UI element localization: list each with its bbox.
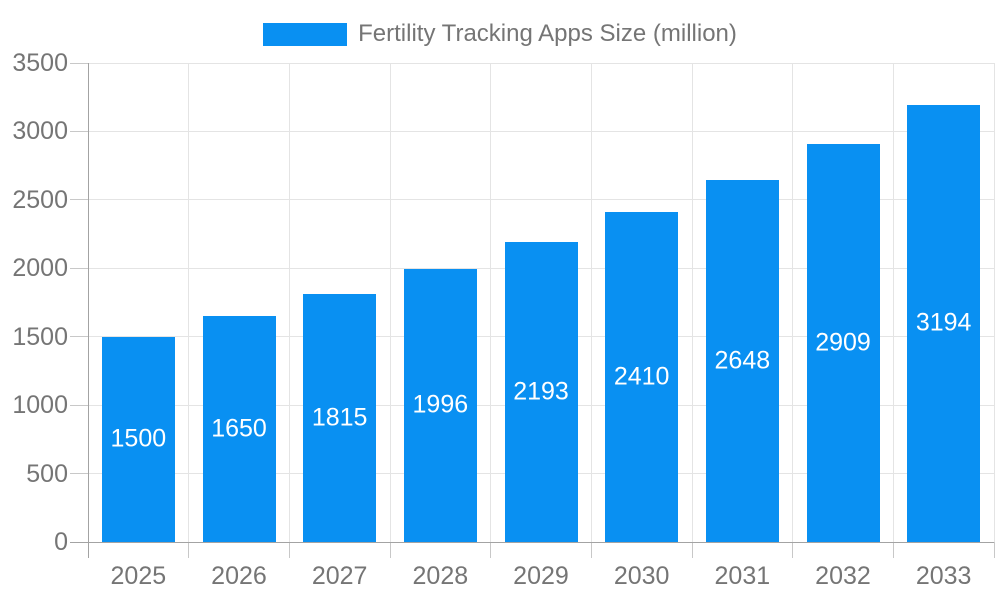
v-gridline: [389, 63, 391, 542]
x-tick-label: 2026: [211, 562, 267, 590]
bar-value-label: 1996: [412, 390, 469, 419]
y-tick-label: 1000: [12, 391, 68, 420]
x-axis-tick: [590, 542, 592, 558]
bar-2029[interactable]: 2193: [504, 241, 578, 542]
v-gridline: [490, 63, 492, 542]
h-gridline: [88, 62, 994, 64]
y-axis-tick: [70, 336, 88, 338]
x-tick-label: 2030: [613, 562, 670, 590]
bar-value-label: 3194: [915, 308, 972, 337]
x-tick-label: 2028: [412, 562, 469, 590]
x-axis-tick: [792, 542, 794, 558]
y-axis-tick: [70, 473, 88, 475]
x-axis-tick: [993, 542, 995, 558]
v-gridline: [288, 63, 290, 542]
legend-label: Fertility Tracking Apps Size (million): [358, 20, 737, 47]
bar-value-label: 1650: [211, 414, 267, 443]
x-tick-label: 2032: [815, 562, 871, 590]
v-gridline: [590, 63, 592, 542]
x-axis-tick: [288, 542, 290, 558]
v-gridline: [993, 63, 995, 542]
h-gridline: [88, 130, 994, 132]
x-axis-tick: [490, 542, 492, 558]
x-axis-tick: [389, 542, 391, 558]
y-tick-label: 1500: [12, 322, 68, 351]
y-tick-label: 2500: [12, 185, 68, 214]
bar-2033[interactable]: 3194: [907, 104, 981, 542]
x-tick-label: 2027: [311, 562, 368, 590]
x-axis-line: [70, 541, 994, 543]
bar-2026[interactable]: 1650: [202, 316, 276, 542]
y-axis-tick: [70, 267, 88, 269]
x-axis-tick: [691, 542, 693, 558]
bar-value-label: 1500: [110, 424, 167, 453]
bar-value-label: 2648: [714, 346, 771, 375]
y-tick-label: 3500: [12, 49, 68, 77]
x-tick-label: 2025: [110, 562, 167, 590]
x-tick-label: 2031: [714, 562, 771, 590]
y-tick-label: 0: [54, 528, 68, 556]
y-axis-tick: [70, 199, 88, 201]
x-tick-label: 2033: [915, 562, 972, 590]
bar-value-label: 2193: [513, 377, 569, 406]
x-tick-label: 2029: [513, 562, 569, 590]
v-gridline: [892, 63, 894, 542]
v-gridline: [691, 63, 693, 542]
y-axis-line: [87, 63, 89, 558]
bar-2031[interactable]: 2648: [705, 179, 779, 542]
x-axis-tick: [892, 542, 894, 558]
v-gridline: [188, 63, 190, 542]
h-gridline: [88, 199, 994, 201]
bar-2028[interactable]: 1996: [403, 268, 477, 542]
v-gridline: [792, 63, 794, 542]
y-tick-label: 2000: [12, 254, 68, 283]
y-tick-label: 3000: [12, 117, 68, 146]
y-axis-tick: [70, 130, 88, 132]
bar-2027[interactable]: 1815: [303, 293, 377, 542]
bar-2025[interactable]: 1500: [101, 336, 175, 542]
bar-2032[interactable]: 2909: [806, 143, 880, 542]
legend-swatch: [263, 22, 348, 46]
y-axis-tick: [70, 404, 88, 406]
y-tick-label: 500: [26, 459, 68, 488]
bar-value-label: 2909: [815, 328, 871, 357]
x-axis-tick: [188, 542, 190, 558]
y-axis-tick: [70, 62, 88, 64]
bar-2030[interactable]: 2410: [605, 212, 679, 542]
bar-value-label: 1815: [311, 403, 368, 432]
bar-value-label: 2410: [613, 362, 670, 391]
legend-item[interactable]: Fertility Tracking Apps Size (million): [0, 21, 1000, 47]
